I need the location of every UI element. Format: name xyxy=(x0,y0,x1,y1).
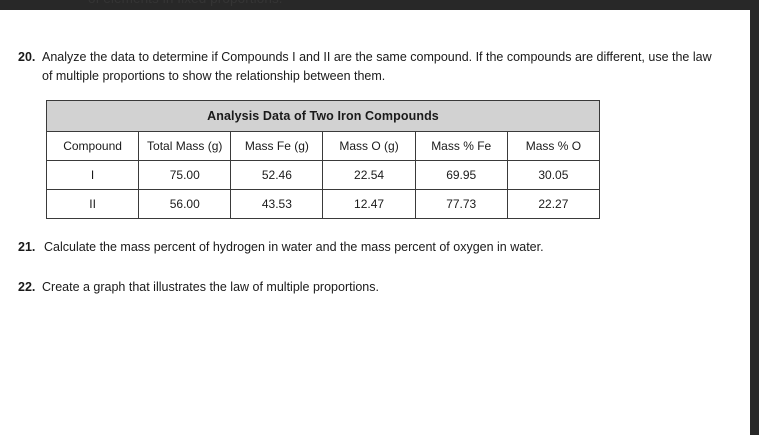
question-item-21: 21. Calculate the mass percent of hydrog… xyxy=(18,238,718,257)
right-chrome-band xyxy=(750,0,759,435)
question-item-22: 22. Create a graph that illustrates the … xyxy=(18,278,718,297)
top-chrome-band: of elements in fixed proportions. xyxy=(0,0,759,10)
question-text-20: Analyze the data to determine if Compoun… xyxy=(42,50,712,83)
document-page: 20. Analyze the data to determine if Com… xyxy=(0,10,750,435)
table-row: I 75.00 52.46 22.54 69.95 30.05 xyxy=(45,160,601,190)
cell-pct-fe: 77.73 xyxy=(414,189,508,219)
cell-pct-o: 30.05 xyxy=(506,160,601,190)
clipped-previous-line-text: of elements in fixed proportions. xyxy=(88,0,283,6)
question-number-21: 21. xyxy=(18,240,36,254)
column-header-mass-o: Mass O (g) xyxy=(322,131,416,161)
column-header-compound: Compound xyxy=(45,131,140,161)
cell-pct-fe: 69.95 xyxy=(414,160,508,190)
column-header-total-mass: Total Mass (g) xyxy=(138,131,232,161)
cell-compound: I xyxy=(45,160,140,190)
question-text-21: Calculate the mass percent of hydrogen i… xyxy=(44,240,544,254)
question-number-20: 20. xyxy=(18,50,36,64)
table-row: II 56.00 43.53 12.47 77.73 22.27 xyxy=(45,189,601,219)
table-title: Analysis Data of Two Iron Compounds xyxy=(46,100,600,132)
cell-total-mass: 56.00 xyxy=(138,189,232,219)
cell-mass-o: 22.54 xyxy=(322,160,416,190)
question-text-22: Create a graph that illustrates the law … xyxy=(42,280,379,294)
analysis-data-table: Analysis Data of Two Iron Compounds Comp… xyxy=(45,100,601,219)
column-header-mass-pct-o: Mass % O xyxy=(506,131,601,161)
cell-total-mass: 75.00 xyxy=(138,160,232,190)
cell-pct-o: 22.27 xyxy=(506,189,601,219)
cell-mass-fe: 43.53 xyxy=(230,189,324,219)
question-item-20: 20. Analyze the data to determine if Com… xyxy=(18,48,718,86)
column-header-mass-pct-fe: Mass % Fe xyxy=(414,131,508,161)
cell-compound: II xyxy=(45,189,140,219)
cell-mass-o: 12.47 xyxy=(322,189,416,219)
question-number-22: 22. xyxy=(18,280,36,294)
column-header-mass-fe: Mass Fe (g) xyxy=(230,131,324,161)
cell-mass-fe: 52.46 xyxy=(230,160,324,190)
